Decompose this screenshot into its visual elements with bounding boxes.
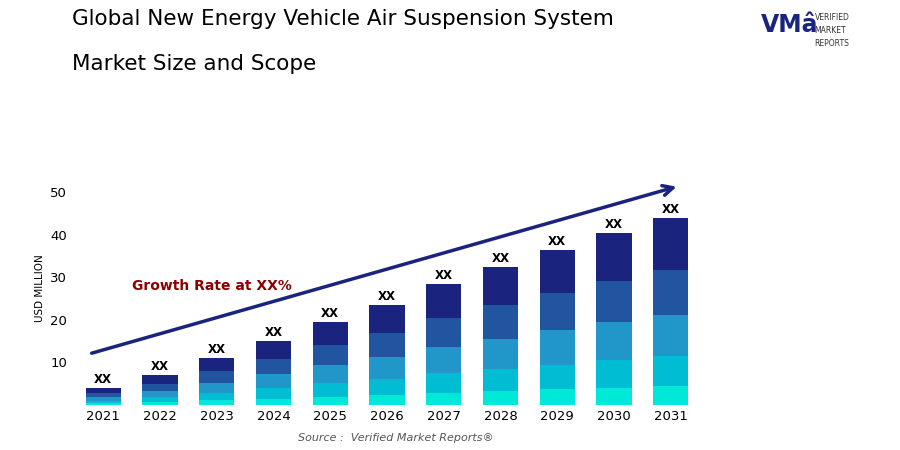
Bar (653, 270, 688, 315)
Text: XX: XX (151, 360, 169, 373)
Bar (142, 402, 177, 405)
Bar (86, 400, 121, 403)
Bar (483, 267, 518, 306)
Bar (86, 393, 121, 397)
Bar (540, 389, 575, 405)
Bar (427, 393, 462, 405)
Bar (653, 356, 688, 386)
Bar (483, 391, 518, 405)
Bar (256, 359, 291, 374)
Text: XX: XX (435, 269, 453, 282)
Bar (199, 382, 234, 393)
Bar (86, 403, 121, 405)
Bar (653, 218, 688, 270)
Text: XX: XX (265, 326, 283, 339)
Bar (597, 281, 632, 322)
Text: VMâ: VMâ (760, 14, 818, 37)
Text: Source :  Verified Market Reports®: Source : Verified Market Reports® (298, 433, 494, 443)
Bar (86, 388, 121, 393)
Bar (427, 284, 462, 318)
Bar (199, 371, 234, 382)
Bar (142, 375, 177, 383)
Bar (597, 360, 632, 388)
Text: XX: XX (605, 217, 623, 230)
Bar (483, 369, 518, 391)
Bar (312, 397, 347, 405)
Bar (369, 333, 405, 357)
Y-axis label: USD MILLION: USD MILLION (35, 254, 45, 322)
Bar (483, 339, 518, 369)
Bar (597, 233, 632, 281)
Bar (86, 397, 121, 400)
Bar (369, 357, 405, 379)
Bar (256, 341, 291, 359)
Bar (597, 322, 632, 360)
Text: XX: XX (548, 234, 566, 248)
Text: XX: XX (208, 343, 226, 356)
Text: VERIFIED
MARKET
REPORTS: VERIFIED MARKET REPORTS (814, 14, 850, 48)
Bar (427, 318, 462, 347)
Bar (142, 397, 177, 402)
Bar (312, 365, 347, 383)
Text: Growth Rate at XX%: Growth Rate at XX% (131, 279, 292, 293)
Bar (427, 347, 462, 373)
Bar (199, 400, 234, 405)
Text: Market Size and Scope: Market Size and Scope (72, 54, 316, 74)
Bar (199, 358, 234, 371)
Bar (312, 322, 347, 345)
Text: XX: XX (491, 252, 509, 265)
Bar (540, 293, 575, 330)
Text: XX: XX (378, 290, 396, 303)
Bar (653, 315, 688, 356)
Bar (369, 305, 405, 333)
Text: XX: XX (94, 373, 112, 386)
Text: XX: XX (321, 307, 339, 320)
Bar (540, 250, 575, 293)
Bar (540, 330, 575, 365)
Bar (653, 386, 688, 405)
Bar (256, 399, 291, 405)
Bar (256, 374, 291, 388)
Bar (427, 374, 462, 393)
Bar (256, 388, 291, 399)
Bar (142, 391, 177, 397)
Bar (142, 383, 177, 391)
Bar (540, 364, 575, 389)
Bar (483, 306, 518, 339)
Text: XX: XX (662, 202, 680, 216)
Bar (199, 393, 234, 401)
Bar (312, 345, 347, 365)
Bar (369, 379, 405, 395)
Bar (312, 383, 347, 397)
Bar (369, 395, 405, 405)
Text: Global New Energy Vehicle Air Suspension System: Global New Energy Vehicle Air Suspension… (72, 9, 614, 29)
Bar (597, 388, 632, 405)
